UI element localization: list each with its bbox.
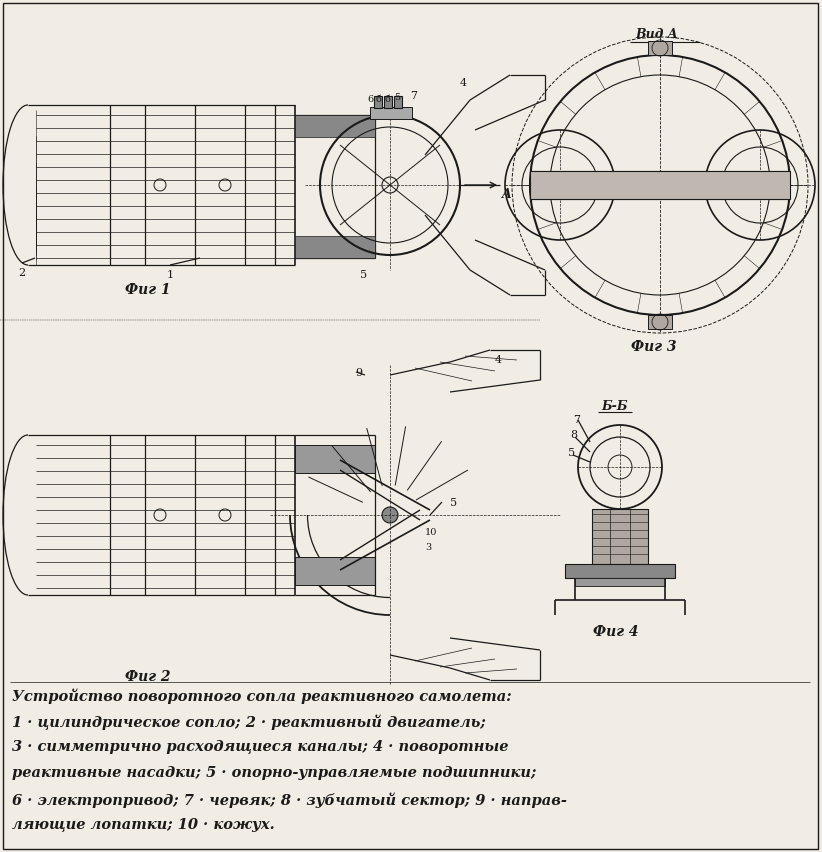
Circle shape xyxy=(382,507,398,523)
Text: 5: 5 xyxy=(360,270,367,280)
Text: Фиг 4: Фиг 4 xyxy=(593,625,639,639)
Text: 5: 5 xyxy=(450,498,457,508)
Text: 5: 5 xyxy=(394,93,400,102)
Text: б: б xyxy=(375,95,381,104)
Text: 2: 2 xyxy=(18,268,25,278)
Text: 10: 10 xyxy=(425,528,437,537)
Text: A: A xyxy=(502,188,512,201)
Bar xyxy=(592,509,648,564)
Text: 1 · цилиндрическое сопло; 2 · реактивный двигатель;: 1 · цилиндрическое сопло; 2 · реактивный… xyxy=(12,714,486,729)
Text: б: б xyxy=(384,95,390,104)
Text: 9: 9 xyxy=(355,368,363,378)
Bar xyxy=(384,96,392,108)
Bar xyxy=(648,41,672,55)
Text: Устройство поворотного сопла реактивного самолета:: Устройство поворотного сопла реактивного… xyxy=(12,688,511,704)
Bar xyxy=(565,564,675,578)
Text: реактивные насадки; 5 · опорно-управляемые подшипники;: реактивные насадки; 5 · опорно-управляем… xyxy=(12,766,537,780)
Bar xyxy=(295,236,375,258)
Text: 3 · симметрично расходящиеся каналы; 4 · поворотные: 3 · симметрично расходящиеся каналы; 4 ·… xyxy=(12,740,509,754)
Text: Вид A: Вид A xyxy=(635,28,677,41)
Bar xyxy=(374,96,382,108)
Text: Фиг 3: Фиг 3 xyxy=(631,340,677,354)
Bar xyxy=(295,557,375,585)
Text: Б-Б: Б-Б xyxy=(602,400,628,413)
Bar xyxy=(295,115,375,137)
Text: Фиг 1: Фиг 1 xyxy=(125,283,171,297)
Bar xyxy=(295,445,375,473)
Bar xyxy=(370,107,412,119)
Text: 6: 6 xyxy=(367,95,373,104)
Text: ляющие лопатки; 10 · кожух.: ляющие лопатки; 10 · кожух. xyxy=(12,818,275,832)
Text: 7: 7 xyxy=(573,415,580,425)
Text: 4: 4 xyxy=(459,78,467,88)
Bar xyxy=(530,171,790,199)
Text: 1: 1 xyxy=(166,270,173,280)
Bar xyxy=(575,578,665,586)
Bar xyxy=(648,315,672,329)
Text: 5: 5 xyxy=(568,448,575,458)
Text: 7: 7 xyxy=(410,91,418,101)
Text: 6 · электропривод; 7 · червяк; 8 · зубчатый сектор; 9 · направ-: 6 · электропривод; 7 · червяк; 8 · зубча… xyxy=(12,792,567,808)
Text: Фиг 2: Фиг 2 xyxy=(125,670,171,684)
Text: 8: 8 xyxy=(570,430,577,440)
Text: 3: 3 xyxy=(425,543,432,552)
Text: 4: 4 xyxy=(495,355,502,365)
Bar xyxy=(394,96,402,108)
